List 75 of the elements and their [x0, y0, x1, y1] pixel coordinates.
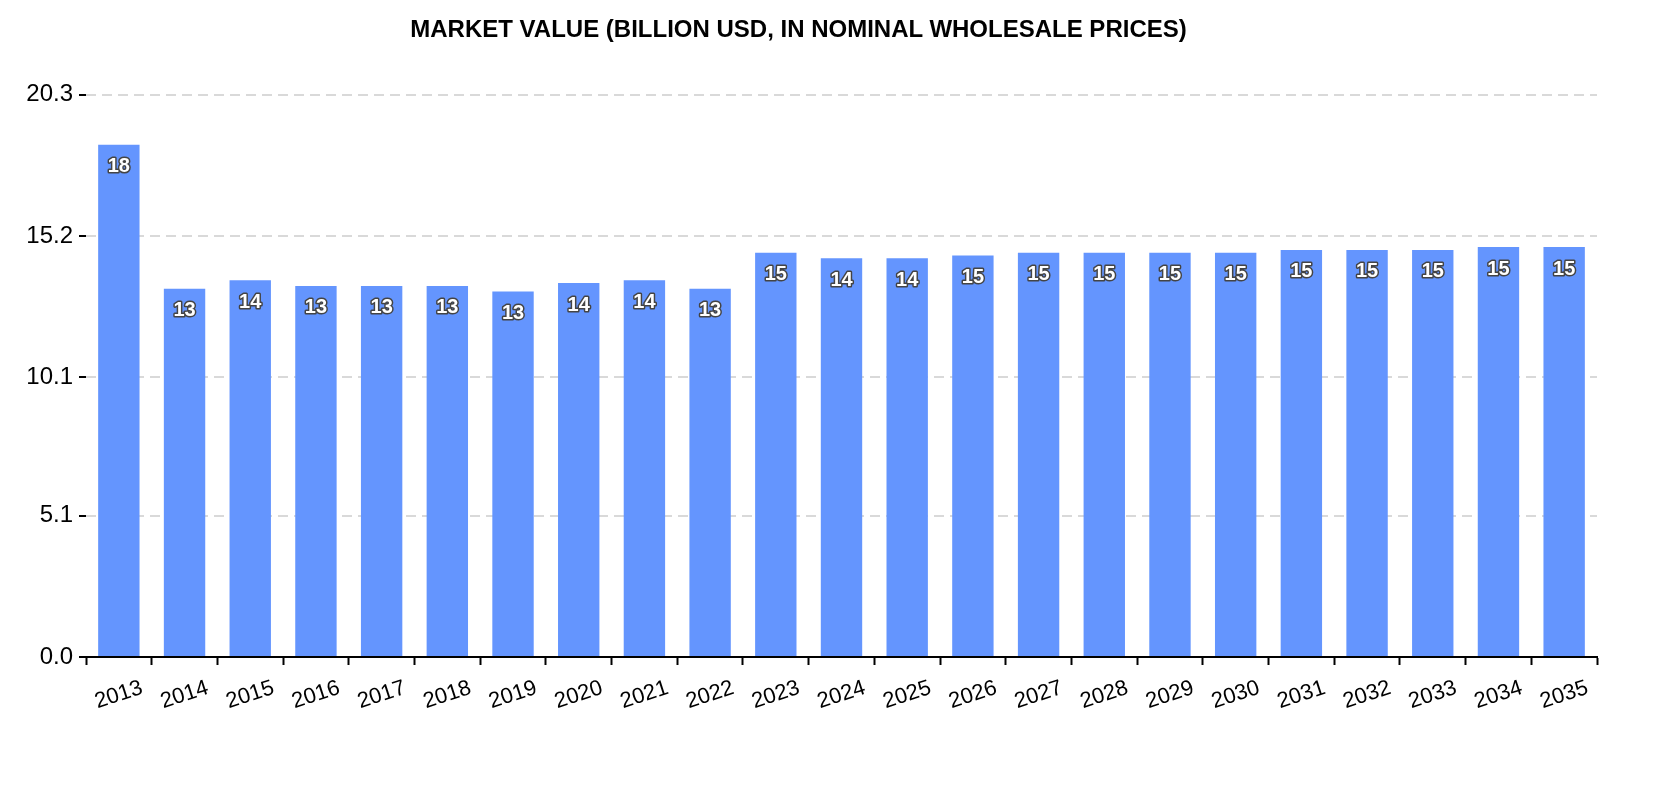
data-label: 14 — [830, 267, 854, 290]
bar — [1543, 247, 1585, 656]
data-label: 15 — [1158, 262, 1182, 285]
y-tick-label: 20.3 — [26, 79, 73, 107]
bar — [1280, 249, 1323, 656]
bar — [229, 280, 271, 656]
bar — [623, 280, 666, 656]
data-label: 15 — [961, 264, 985, 287]
data-label: 15 — [1093, 262, 1116, 285]
bar — [558, 283, 600, 656]
bar — [886, 258, 928, 656]
data-label: 14 — [633, 289, 657, 312]
bar — [492, 291, 534, 656]
x-tick-label: 2027 — [1011, 674, 1066, 714]
x-tick-label: 2013 — [91, 674, 146, 714]
x-tick-label: 2017 — [354, 674, 409, 714]
data-label: 15 — [764, 262, 787, 285]
bar — [360, 285, 403, 656]
data-label: 14 — [567, 292, 591, 315]
bar — [1477, 247, 1520, 656]
x-tick-label: 2016 — [288, 674, 343, 714]
data-label: 15 — [1355, 259, 1379, 282]
x-tick-label: 2031 — [1273, 674, 1329, 714]
bar — [1346, 249, 1388, 656]
data-label: 13 — [173, 298, 196, 321]
x-tick-label: 2033 — [1405, 674, 1460, 714]
bar — [952, 255, 994, 656]
bar — [755, 252, 797, 656]
bar — [426, 285, 469, 656]
data-label: 13 — [370, 295, 393, 318]
x-tick-label: 2022 — [682, 674, 737, 714]
bar — [1412, 249, 1454, 656]
x-tick-label: 2020 — [551, 674, 606, 714]
data-label: 13 — [436, 295, 459, 318]
x-tick-label: 2035 — [1536, 674, 1591, 714]
bar — [1214, 252, 1257, 656]
x-tick-label: 2023 — [748, 674, 803, 714]
y-tick-label: 5.1 — [39, 500, 73, 528]
bar — [689, 288, 731, 656]
x-tick-label: 2015 — [222, 674, 277, 714]
data-label: 13 — [698, 298, 722, 321]
data-label: 18 — [107, 154, 130, 177]
bar — [98, 144, 140, 656]
x-tick-label: 2028 — [1076, 674, 1131, 714]
x-tick-label: 2025 — [879, 674, 934, 714]
x-tick-label: 2019 — [485, 674, 540, 714]
data-label: 13 — [501, 300, 525, 323]
x-tick-label: 2021 — [616, 674, 672, 714]
x-tick-label: 2030 — [1208, 674, 1263, 714]
data-label: 14 — [896, 267, 920, 290]
bar — [1083, 252, 1125, 656]
bar — [1149, 252, 1191, 656]
data-label: 14 — [239, 289, 263, 312]
bar — [820, 258, 863, 656]
x-tick-label: 2026 — [945, 674, 1000, 714]
x-tick-label: 2032 — [1339, 674, 1394, 714]
y-tick-label: 0.0 — [39, 641, 73, 669]
x-tick-label: 2018 — [419, 674, 475, 714]
data-label: 15 — [1027, 262, 1050, 285]
chart-title: MARKET VALUE (BILLION USD, IN NOMINAL WHOLESALE PRICES) — [410, 15, 1187, 43]
bar — [163, 288, 206, 656]
x-tick-label: 2029 — [1142, 674, 1197, 714]
data-label: 15 — [1290, 259, 1313, 282]
bar — [1017, 252, 1060, 656]
data-label: 15 — [1421, 259, 1444, 282]
x-tick-label: 2034 — [1470, 674, 1526, 714]
x-tick-label: 2024 — [813, 674, 869, 714]
data-label: 15 — [1553, 256, 1576, 279]
data-label: 15 — [1487, 256, 1510, 279]
y-tick-label: 10.1 — [26, 361, 73, 389]
bar — [295, 285, 337, 656]
data-label: 15 — [1224, 262, 1247, 285]
x-tick-label: 2014 — [156, 674, 212, 714]
y-tick-label: 15.2 — [26, 220, 73, 248]
data-label: 13 — [304, 295, 328, 318]
